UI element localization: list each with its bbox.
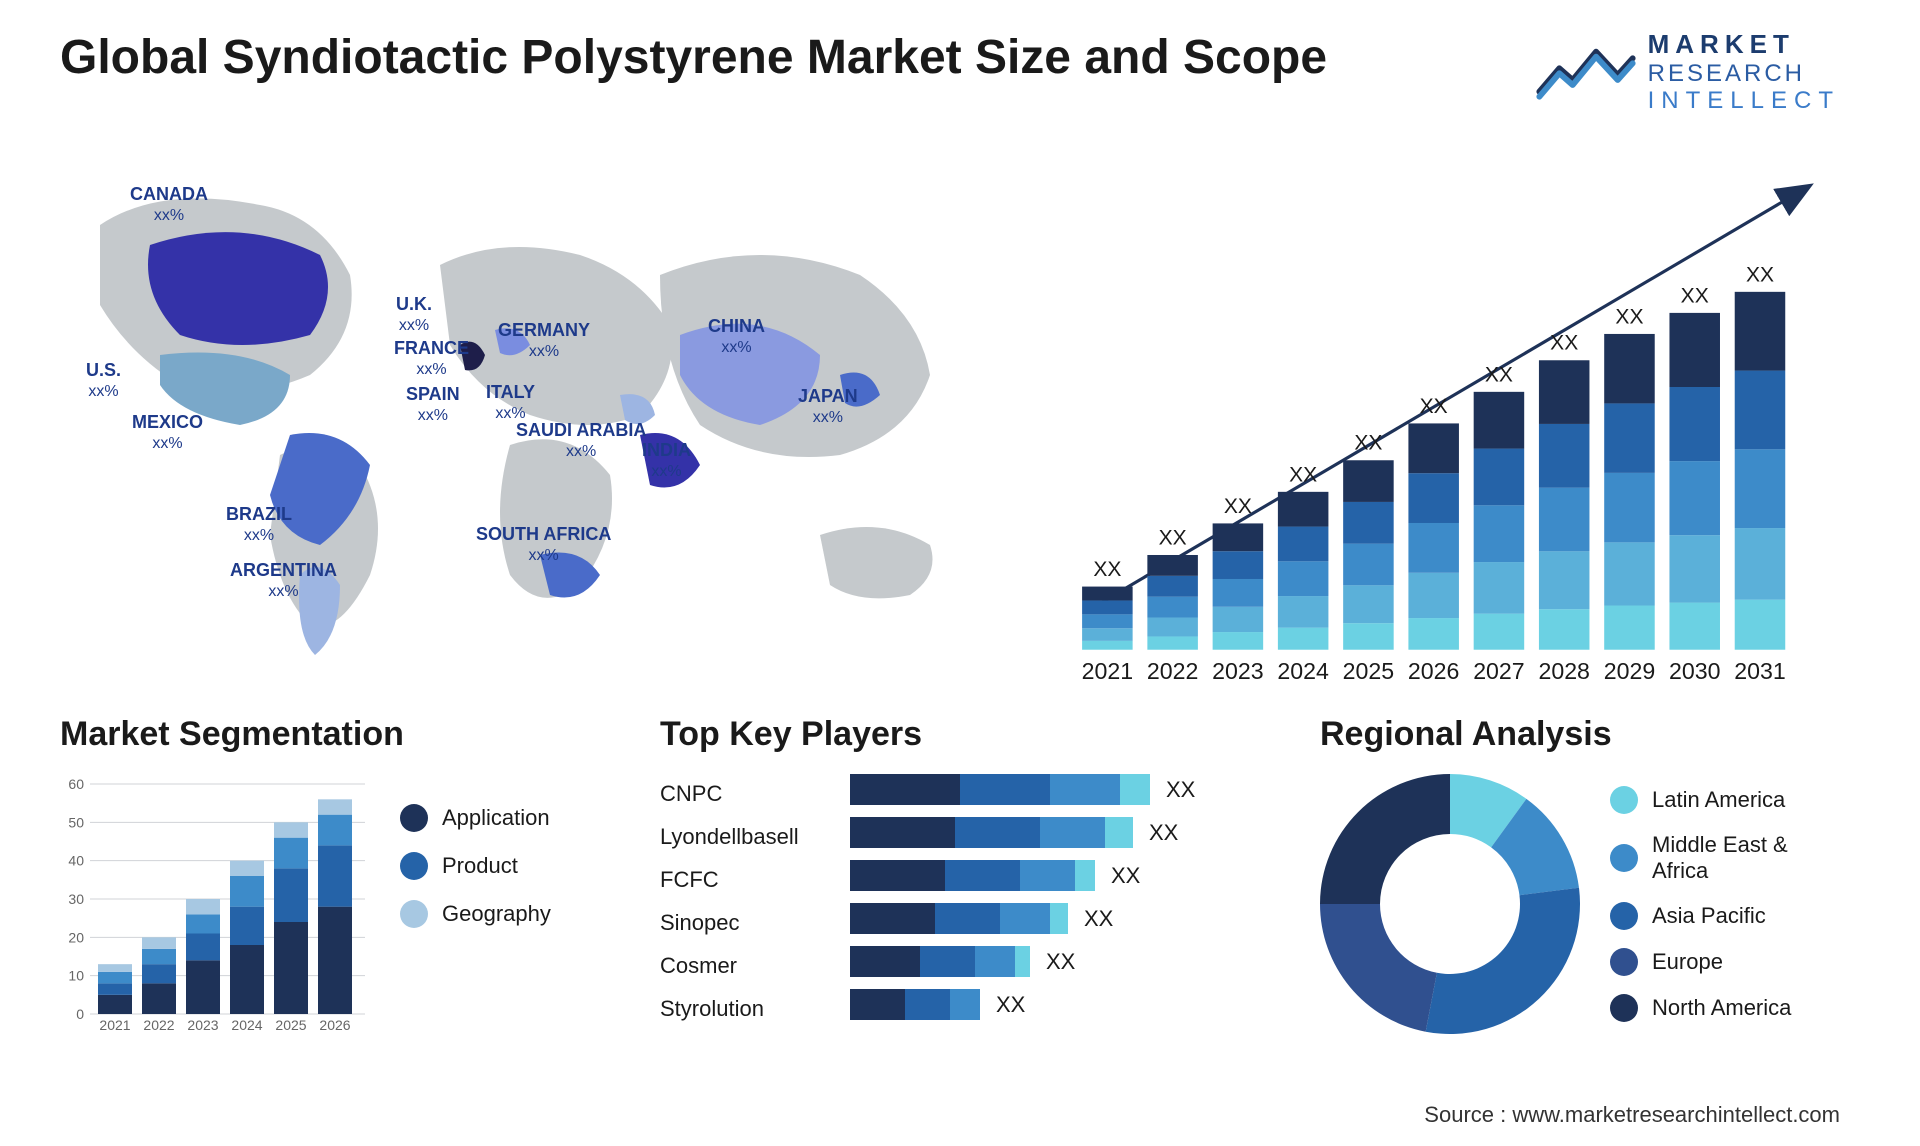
player-value: XX bbox=[1111, 863, 1140, 889]
regional-legend-item: Asia Pacific bbox=[1610, 902, 1840, 930]
svg-text:2021: 2021 bbox=[99, 1017, 130, 1033]
svg-text:2026: 2026 bbox=[319, 1017, 350, 1033]
segmentation-bar-chart: 0 10 20 30 40 50 60 2021 2022 2023 2024 2025 2026 bbox=[60, 774, 370, 1034]
players-panel: Top Key Players CNPC Lyondellbasell FCFC Si… bbox=[660, 715, 1280, 1034]
segmentation-legend: Application Product Geography bbox=[400, 774, 620, 1034]
map-country-label: SOUTH AFRICAxx% bbox=[476, 525, 611, 565]
logo-mark-icon bbox=[1536, 40, 1636, 105]
player-bar-row: XX bbox=[850, 903, 1280, 934]
players-bars: XX XX XX XX XX XX bbox=[850, 774, 1280, 1024]
player-name: Sinopec bbox=[660, 907, 820, 938]
player-value: XX bbox=[1166, 777, 1195, 803]
svg-text:2025: 2025 bbox=[275, 1017, 306, 1033]
growth-bar-chart: XX 2021 XX 2022 XX 2023 XX 2024 XX 2025 XX 2026 XX 20… bbox=[1040, 155, 1840, 702]
regional-legend-item: Latin America bbox=[1610, 786, 1840, 814]
svg-text:XX: XX bbox=[1093, 558, 1121, 581]
player-value: XX bbox=[996, 992, 1025, 1018]
svg-text:2024: 2024 bbox=[231, 1017, 262, 1033]
map-country-label: U.S.xx% bbox=[86, 361, 121, 401]
brand-logo: MARKET RESEARCH INTELLECT bbox=[1536, 30, 1840, 115]
svg-text:XX: XX bbox=[1224, 495, 1252, 518]
svg-text:30: 30 bbox=[68, 891, 84, 907]
players-labels: CNPC Lyondellbasell FCFC Sinopec Cosmer Styro… bbox=[660, 774, 820, 1024]
svg-text:XX: XX bbox=[1681, 284, 1709, 307]
player-name: Styrolution bbox=[660, 993, 820, 1024]
segmentation-legend-item: Application bbox=[400, 804, 620, 832]
players-title: Top Key Players bbox=[660, 715, 1280, 754]
svg-text:XX: XX bbox=[1159, 527, 1187, 550]
svg-text:2024: 2024 bbox=[1277, 658, 1329, 684]
svg-text:2028: 2028 bbox=[1538, 658, 1589, 684]
player-name: Lyondellbasell bbox=[660, 821, 820, 852]
svg-text:2029: 2029 bbox=[1604, 658, 1655, 684]
player-value: XX bbox=[1084, 906, 1113, 932]
map-country-label: BRAZILxx% bbox=[226, 505, 292, 545]
svg-text:2023: 2023 bbox=[1212, 658, 1263, 684]
svg-text:40: 40 bbox=[68, 853, 84, 869]
svg-text:10: 10 bbox=[68, 968, 84, 984]
svg-text:2022: 2022 bbox=[1147, 658, 1198, 684]
world-map-section: CANADAxx% U.S.xx% MEXICOxx% BRAZILxx% ARGENT… bbox=[60, 155, 980, 675]
svg-text:XX: XX bbox=[1746, 263, 1774, 286]
player-bar-row: XX bbox=[850, 989, 1280, 1020]
source-attribution: Source : www.marketresearchintellect.com bbox=[1424, 1102, 1840, 1128]
map-country-label: MEXICOxx% bbox=[132, 413, 203, 453]
svg-text:2031: 2031 bbox=[1734, 658, 1785, 684]
svg-text:2025: 2025 bbox=[1343, 658, 1394, 684]
map-country-label: FRANCExx% bbox=[394, 339, 469, 379]
svg-text:XX: XX bbox=[1420, 395, 1448, 418]
regional-legend: Latin America Middle East & Africa Asia Pa… bbox=[1610, 786, 1840, 1022]
segmentation-title: Market Segmentation bbox=[60, 715, 620, 754]
player-name: FCFC bbox=[660, 864, 820, 895]
segmentation-panel: Market Segmentation 0 10 20 30 40 50 60 2021 202… bbox=[60, 715, 620, 1034]
svg-text:2026: 2026 bbox=[1408, 658, 1459, 684]
player-value: XX bbox=[1046, 949, 1075, 975]
player-bar-row: XX bbox=[850, 774, 1280, 805]
map-country-label: INDIAxx% bbox=[642, 441, 691, 481]
svg-text:2023: 2023 bbox=[187, 1017, 218, 1033]
svg-text:0: 0 bbox=[76, 1006, 84, 1022]
page-title: Global Syndiotactic Polystyrene Market S… bbox=[60, 30, 1327, 85]
svg-text:2022: 2022 bbox=[143, 1017, 174, 1033]
player-bar-row: XX bbox=[850, 860, 1280, 891]
player-value: XX bbox=[1149, 820, 1178, 846]
svg-text:XX: XX bbox=[1615, 305, 1643, 328]
map-country-label: SPAINxx% bbox=[406, 385, 460, 425]
svg-text:XX: XX bbox=[1289, 463, 1317, 486]
logo-text-3: INTELLECT bbox=[1648, 87, 1840, 115]
segmentation-legend-item: Geography bbox=[400, 900, 620, 928]
map-country-label: SAUDI ARABIAxx% bbox=[516, 421, 646, 461]
regional-legend-item: North America bbox=[1610, 994, 1840, 1022]
map-country-label: CHINAxx% bbox=[708, 317, 765, 357]
svg-text:2021: 2021 bbox=[1082, 658, 1133, 684]
player-bar-row: XX bbox=[850, 946, 1280, 977]
map-country-label: ITALYxx% bbox=[486, 383, 535, 423]
svg-text:60: 60 bbox=[68, 776, 84, 792]
svg-text:50: 50 bbox=[68, 814, 84, 830]
regional-title: Regional Analysis bbox=[1320, 715, 1840, 754]
map-country-label: CANADAxx% bbox=[130, 185, 208, 225]
svg-text:XX: XX bbox=[1485, 363, 1513, 386]
map-country-label: ARGENTINAxx% bbox=[230, 561, 337, 601]
growth-chart-section: XX2021XX2022XX2023XX2024XX2025XX2026XX20… bbox=[1040, 155, 1840, 675]
svg-text:XX: XX bbox=[1354, 432, 1382, 455]
svg-text:XX: XX bbox=[1550, 332, 1578, 355]
map-country-label: JAPANxx% bbox=[798, 387, 858, 427]
player-name: CNPC bbox=[660, 778, 820, 809]
svg-text:2030: 2030 bbox=[1669, 658, 1720, 684]
regional-legend-item: Middle East & Africa bbox=[1610, 832, 1840, 884]
logo-text-2: RESEARCH bbox=[1648, 60, 1840, 88]
map-country-label: GERMANYxx% bbox=[498, 321, 590, 361]
regional-donut-chart bbox=[1320, 774, 1580, 1034]
player-name: Cosmer bbox=[660, 950, 820, 981]
map-country-label: U.K.xx% bbox=[396, 295, 432, 335]
segmentation-legend-item: Product bbox=[400, 852, 620, 880]
player-bar-row: XX bbox=[850, 817, 1280, 848]
svg-text:20: 20 bbox=[68, 929, 84, 945]
regional-legend-item: Europe bbox=[1610, 948, 1840, 976]
logo-text-1: MARKET bbox=[1648, 30, 1840, 60]
regional-panel: Regional Analysis Latin America Middle Ea… bbox=[1320, 715, 1840, 1034]
svg-text:2027: 2027 bbox=[1473, 658, 1524, 684]
